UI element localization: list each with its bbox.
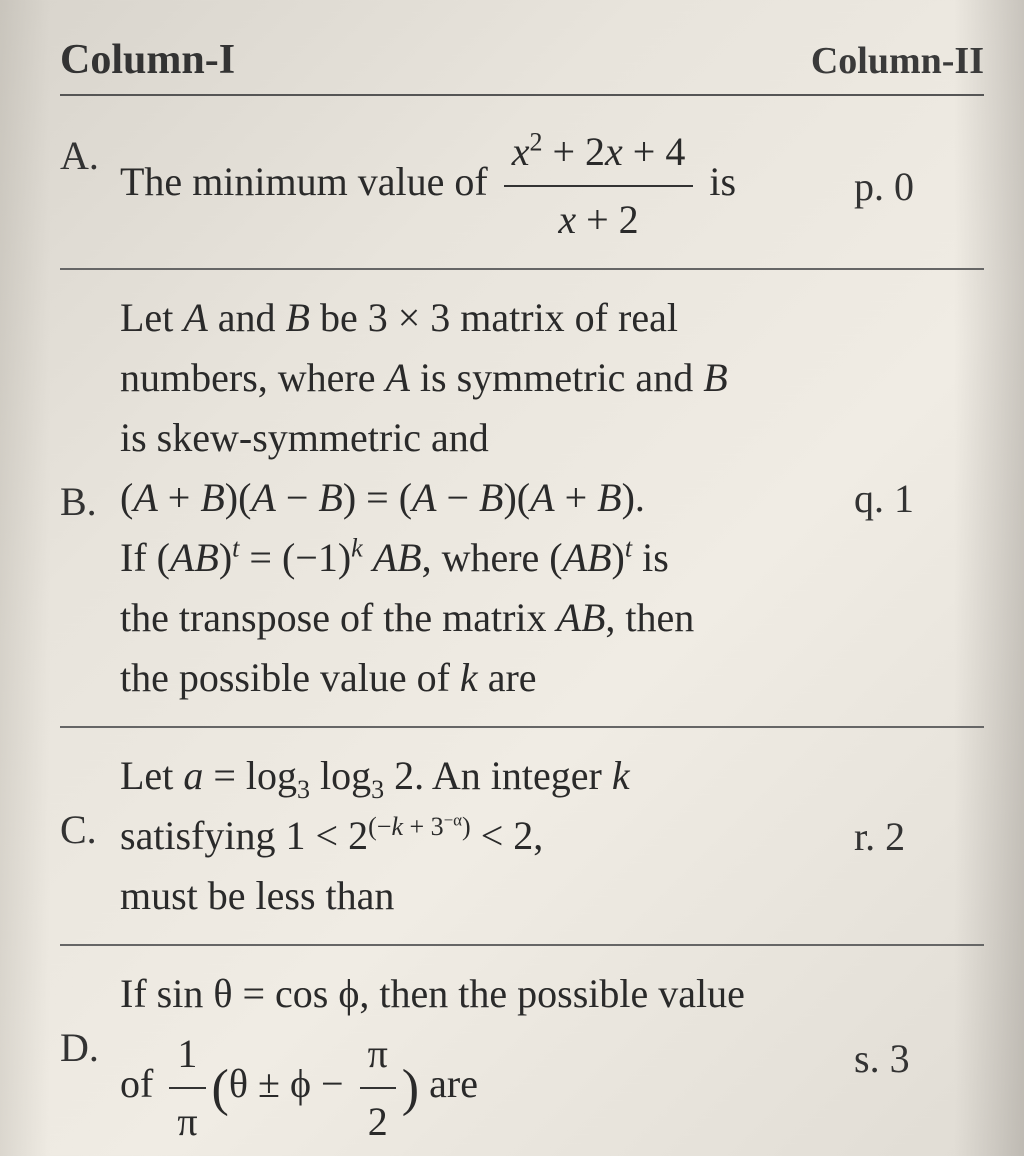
- header-column-2: Column-II: [811, 39, 984, 83]
- table-row: D. If sin θ = cos ϕ, then the possible v…: [60, 946, 984, 1156]
- header-column-1: Column-I: [60, 36, 235, 84]
- row-label-d: D.: [60, 964, 120, 1071]
- table-row: B. Let A and B be 3 × 3 matrix of realnu…: [60, 270, 984, 728]
- row-label-a: A.: [60, 122, 120, 179]
- row-answer-p: p. 0: [842, 163, 984, 210]
- table-header-row: Column-I Column-II: [60, 36, 984, 96]
- table-row: C. Let a = log3 log3 2. An integer ksati…: [60, 728, 984, 946]
- table-row: A. The minimum value of x2 + 2x + 4x + 2…: [60, 104, 984, 270]
- row-content-d: If sin θ = cos ϕ, then the possible valu…: [120, 964, 842, 1152]
- row-answer-s: s. 3: [842, 1035, 984, 1082]
- row-content-c: Let a = log3 log3 2. An integer ksatisfy…: [120, 746, 842, 926]
- row-answer-r: r. 2: [842, 813, 984, 860]
- row-label-b: B.: [60, 288, 120, 525]
- row-content-b: Let A and B be 3 × 3 matrix of realnumbe…: [120, 288, 842, 708]
- row-content-a: The minimum value of x2 + 2x + 4x + 2 is: [120, 122, 842, 250]
- row-label-c: C.: [60, 746, 120, 853]
- page-container: Column-I Column-II A. The minimum value …: [0, 0, 1024, 1156]
- row-answer-q: q. 1: [842, 475, 984, 522]
